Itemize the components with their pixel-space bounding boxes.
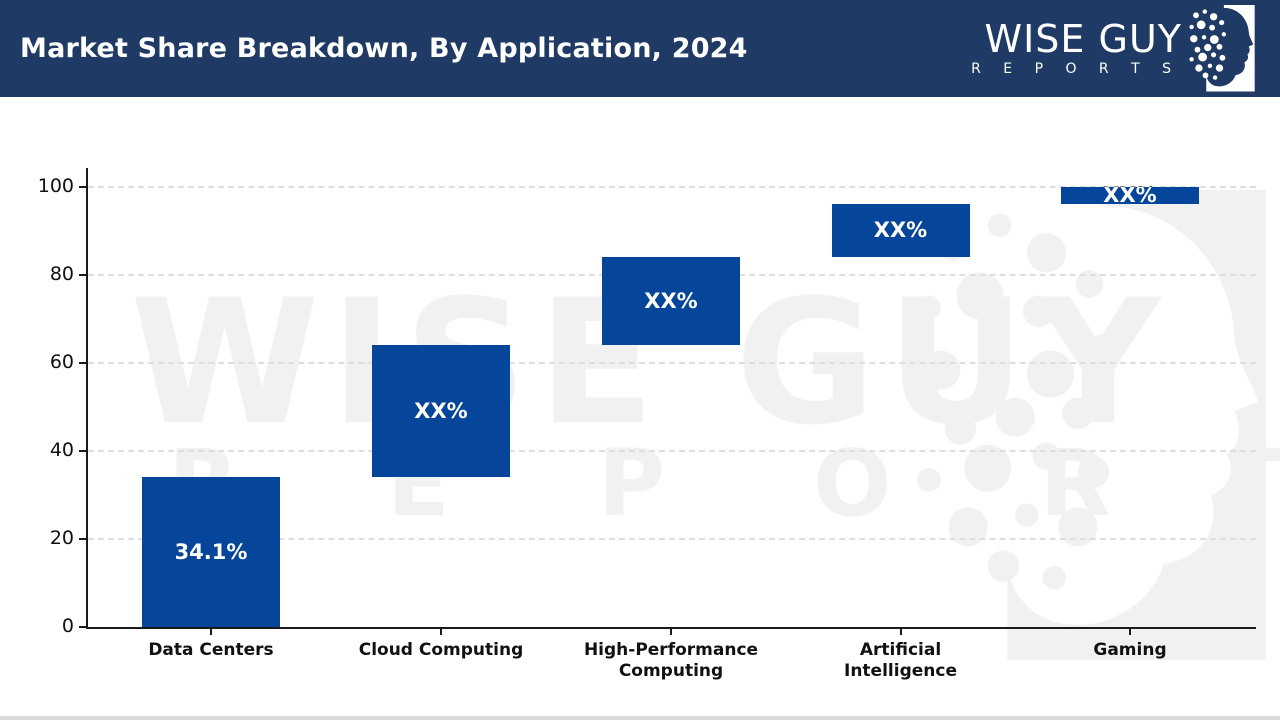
y-axis-line — [86, 168, 88, 629]
x-tick-high-performance-computing — [670, 629, 672, 635]
y-tick-label-60: 60 — [49, 351, 74, 373]
x-tick-gaming — [1129, 629, 1131, 635]
y-tick-label-40: 40 — [49, 439, 74, 461]
watermark-subtext: R E P O R T S — [168, 430, 1280, 537]
wiseguy-logo: WISE GUY R E P O R T S — [971, 0, 1260, 97]
footer-strip — [0, 716, 1280, 720]
y-tick-0 — [79, 626, 87, 628]
x-category-label-data-centers: Data Centers — [148, 640, 274, 660]
x-tick-artificial-intelligence — [899, 629, 902, 635]
x-category-label-gaming: Gaming — [1093, 640, 1167, 660]
x-category-label-cloud-computing: Cloud Computing — [358, 640, 524, 660]
bar-high-performance-computing: XX% — [602, 256, 740, 345]
y-tick-label-0: 0 — [61, 615, 74, 637]
gridline-100 — [88, 186, 1256, 188]
gridline-40 — [88, 450, 1256, 452]
y-tick-40 — [79, 450, 87, 452]
x-axis-line — [86, 627, 1256, 629]
bar-value-label-cloud-computing: XX% — [414, 398, 468, 423]
wiseguy-head-icon — [1189, 4, 1255, 92]
y-tick-label-80: 80 — [49, 263, 74, 285]
gridline-60 — [88, 362, 1256, 364]
wiseguy-logo-subtext: R E P O R T S — [971, 61, 1180, 77]
watermark-head-icon — [917, 190, 1266, 660]
y-tick-60 — [79, 362, 87, 364]
y-tick-label-100: 100 — [37, 175, 74, 197]
bar-cloud-computing: XX% — [372, 344, 510, 477]
page-title: Market Share Breakdown, By Application, … — [20, 33, 748, 64]
x-tick-data-centers — [210, 629, 212, 635]
y-tick-100 — [79, 186, 87, 188]
bar-value-label-data-centers: 34.1% — [174, 539, 248, 564]
bar-artificial-intelligence: XX% — [831, 204, 970, 257]
wiseguy-logo-wordmark: WISE GUY — [984, 17, 1182, 61]
y-tick-label-20: 20 — [49, 527, 74, 549]
x-tick-cloud-computing — [440, 629, 442, 635]
bar-data-centers: 34.1% — [142, 476, 280, 627]
gridline-20 — [88, 538, 1256, 540]
y-tick-80 — [79, 274, 87, 276]
wiseguy-logo-text: WISE GUY R E P O R T S — [971, 20, 1182, 77]
bar-value-label-inner-gaming: XX% — [1103, 187, 1157, 205]
bar-value-label-artificial-intelligence: XX% — [873, 218, 928, 243]
x-category-label-high-performance-computing: High-Performance Computing — [583, 640, 759, 682]
bar-gaming: XX% — [1061, 187, 1199, 205]
y-tick-20 — [79, 538, 87, 540]
bar-value-label-high-performance-computing: XX% — [644, 288, 698, 313]
header-banner: Market Share Breakdown, By Application, … — [0, 0, 1280, 97]
x-category-label-artificial-intelligence: Artificial Intelligence — [844, 640, 957, 682]
